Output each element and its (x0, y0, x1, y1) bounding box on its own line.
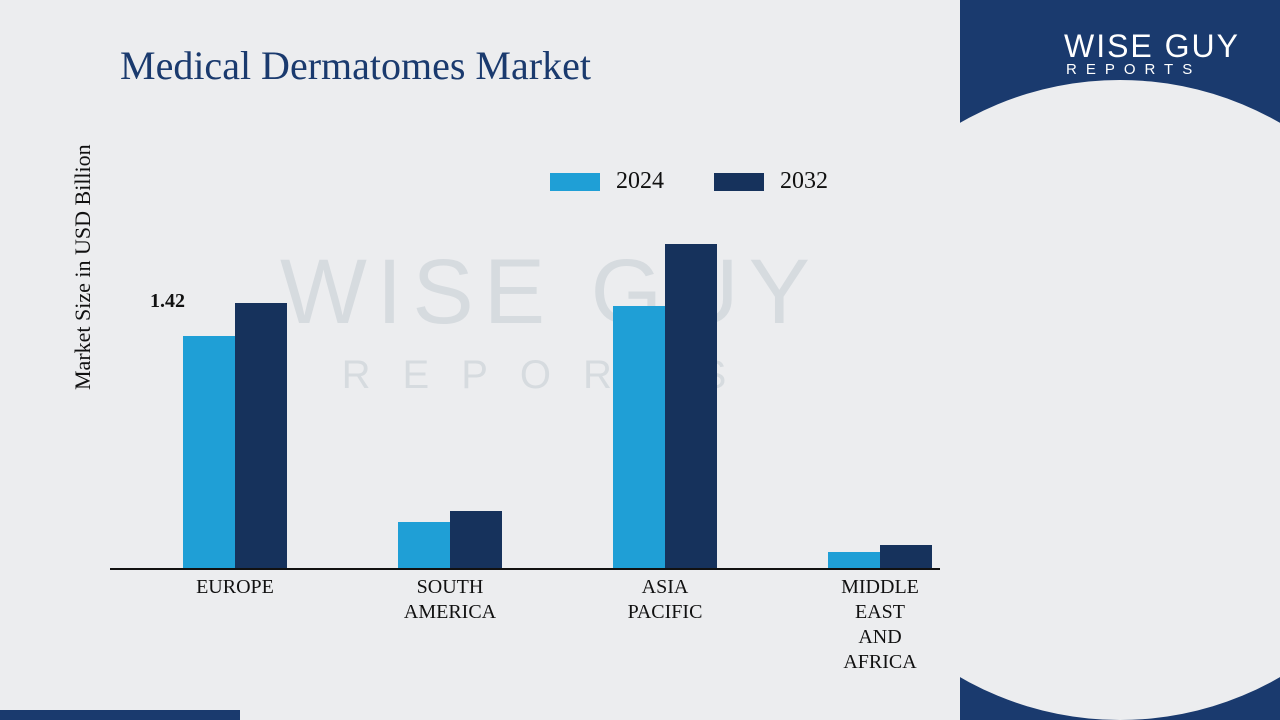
right-panel (960, 0, 1280, 720)
bottom-accent-bar (0, 710, 240, 720)
bar-group (580, 244, 750, 568)
brand-logo-main: WISE GUY (1064, 28, 1240, 65)
category-label: EUROPE (150, 575, 320, 600)
legend-item-2024: 2024 (550, 168, 664, 195)
bar (828, 552, 880, 568)
legend: 2024 2032 (550, 168, 828, 195)
legend-label-2032: 2032 (780, 168, 828, 195)
bar (398, 522, 450, 568)
category-label: MIDDLEEASTANDAFRICA (795, 575, 965, 675)
legend-swatch-2032 (714, 173, 764, 191)
bar (665, 244, 717, 568)
chart-title: Medical Dermatomes Market (120, 42, 591, 89)
bar-value-label: 1.42 (150, 290, 185, 313)
bar (880, 545, 932, 568)
bar (183, 336, 235, 568)
bar (450, 511, 502, 568)
bar (235, 303, 287, 568)
bar-group (365, 511, 535, 568)
legend-label-2024: 2024 (616, 168, 664, 195)
brand-logo: WISE GUY REPORTS (1064, 28, 1240, 78)
category-label: ASIAPACIFIC (580, 575, 750, 625)
bar (613, 306, 665, 568)
category-label: SOUTHAMERICA (365, 575, 535, 625)
bar-group (795, 545, 965, 568)
bar-group: 1.42 (150, 303, 320, 568)
legend-item-2032: 2032 (714, 168, 828, 195)
plot-area: 1.42 (110, 210, 940, 570)
legend-swatch-2024 (550, 173, 600, 191)
y-axis-label: Market Size in USD Billion (70, 144, 96, 390)
